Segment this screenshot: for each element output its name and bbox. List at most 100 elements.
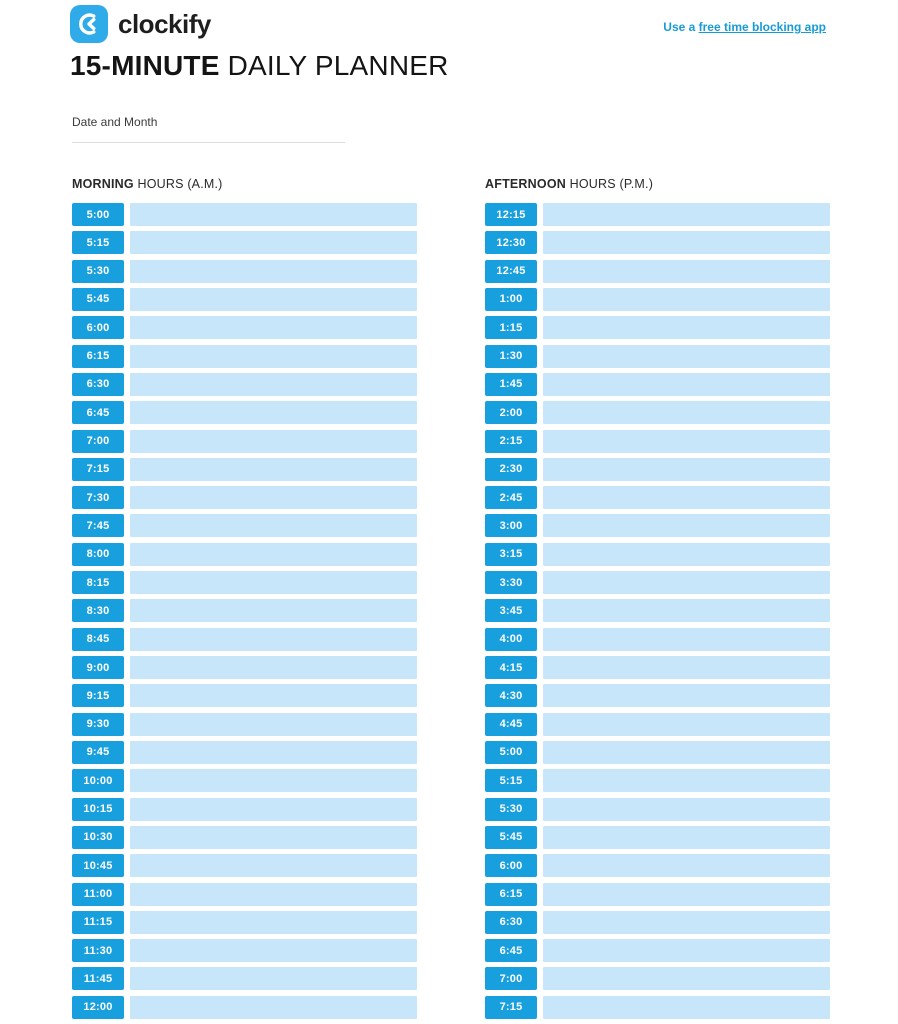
time-slot-writing-area [130,684,417,708]
time-label: 6:15 [72,344,124,368]
time-slot-row: 5:45 [485,825,830,849]
afternoon-column: AFTERNOON HOURS (P.M.) 12:15 12:30 12:45 1:… [485,177,830,1019]
time-label: 6:45 [72,401,124,425]
time-slot-row: 5:00 [72,203,417,226]
time-label: 10:30 [72,825,124,849]
time-slot-row: 5:00 [485,740,830,764]
time-slot-writing-area [130,910,417,934]
afternoon-rows: 12:15 12:30 12:45 1:00 1:15 1:30 1:45 2:00 2:15 2… [485,203,830,1019]
time-label: 3:00 [485,514,537,538]
time-slot-row: 7:30 [72,486,417,510]
time-slot-writing-area [130,316,417,340]
time-slot-writing-area [130,854,417,878]
time-slot-writing-area [543,740,830,764]
time-label: 5:15 [72,231,124,255]
time-slot-row: 8:15 [72,571,417,595]
time-slot-writing-area [543,372,830,396]
time-label: 2:30 [485,457,537,481]
time-label: 5:00 [485,740,537,764]
time-slot-row: 3:30 [485,571,830,595]
time-label: 4:00 [485,627,537,651]
time-label: 2:00 [485,401,537,425]
time-slot-row: 9:30 [72,712,417,736]
time-slot-row: 6:00 [72,316,417,340]
time-slot-writing-area [130,401,417,425]
time-slot-writing-area [130,769,417,793]
time-label: 8:00 [72,542,124,566]
time-slot-row: 1:30 [485,344,830,368]
time-label: 9:15 [72,684,124,708]
time-slot-row: 8:30 [72,599,417,623]
time-slot-writing-area [130,599,417,623]
time-label: 11:45 [72,967,124,991]
time-slot-writing-area [543,797,830,821]
time-slot-writing-area [543,769,830,793]
time-slot-writing-area [543,882,830,906]
time-label: 10:15 [72,797,124,821]
planner-columns: MORNING HOURS (A.M.) 5:00 5:15 5:30 5:45 6:0… [72,177,830,1019]
time-slot-row: 9:00 [72,656,417,679]
time-slot-writing-area [130,656,417,679]
time-slot-writing-area [543,514,830,538]
time-slot-row: 5:30 [485,797,830,821]
time-slot-writing-area [543,967,830,991]
date-writing-line [72,142,345,143]
time-label: 12:45 [485,259,537,283]
time-slot-row: 4:45 [485,712,830,736]
time-label: 8:30 [72,599,124,623]
time-slot-writing-area [130,259,417,283]
time-slot-writing-area [130,995,417,1019]
page-title: 15-MINUTE DAILY PLANNER [70,50,449,82]
time-slot-writing-area [543,316,830,340]
afternoon-column-header: AFTERNOON HOURS (P.M.) [485,177,830,192]
time-slot-writing-area [543,627,830,651]
time-slot-writing-area [130,882,417,906]
time-slot-row: 2:15 [485,429,830,453]
time-slot-writing-area [543,939,830,963]
time-label: 12:30 [485,231,537,255]
time-slot-writing-area [543,287,830,311]
time-blocking-link[interactable]: Use a free time blocking app [663,20,826,34]
time-slot-writing-area [130,967,417,991]
time-slot-row: 6:00 [485,854,830,878]
time-label: 5:45 [485,825,537,849]
time-slot-row: 11:45 [72,967,417,991]
time-slot-row: 3:00 [485,514,830,538]
time-label: 7:45 [72,514,124,538]
time-label: 11:00 [72,882,124,906]
time-slot-writing-area [130,797,417,821]
time-slot-writing-area [543,203,830,226]
morning-column-header: MORNING HOURS (A.M.) [72,177,417,192]
time-slot-row: 7:00 [485,967,830,991]
time-label: 6:15 [485,882,537,906]
time-label: 2:15 [485,429,537,453]
time-label: 6:45 [485,939,537,963]
time-label: 1:15 [485,316,537,340]
title-regular-part: DAILY PLANNER [219,50,449,81]
time-slot-writing-area [543,542,830,566]
time-slot-row: 7:00 [72,429,417,453]
time-slot-writing-area [130,344,417,368]
afternoon-header-rest: HOURS (P.M.) [565,177,654,191]
time-slot-row: 2:30 [485,457,830,481]
time-slot-writing-area [543,486,830,510]
time-slot-row: 9:45 [72,740,417,764]
time-slot-row: 6:45 [485,939,830,963]
time-label: 3:30 [485,571,537,595]
time-label: 7:15 [485,995,537,1019]
afternoon-header-bold: AFTERNOON [485,177,566,191]
time-slot-row: 6:30 [72,372,417,396]
time-slot-writing-area [543,825,830,849]
time-label: 11:30 [72,939,124,963]
time-label: 3:45 [485,599,537,623]
time-slot-writing-area [130,231,417,255]
time-label: 9:30 [72,712,124,736]
time-label: 6:00 [485,854,537,878]
time-slot-row: 1:45 [485,372,830,396]
time-slot-row: 1:15 [485,316,830,340]
time-slot-row: 4:15 [485,656,830,679]
clockify-logo: clockify [70,5,211,43]
time-slot-row: 6:15 [485,882,830,906]
time-slot-writing-area [543,599,830,623]
time-label: 4:45 [485,712,537,736]
